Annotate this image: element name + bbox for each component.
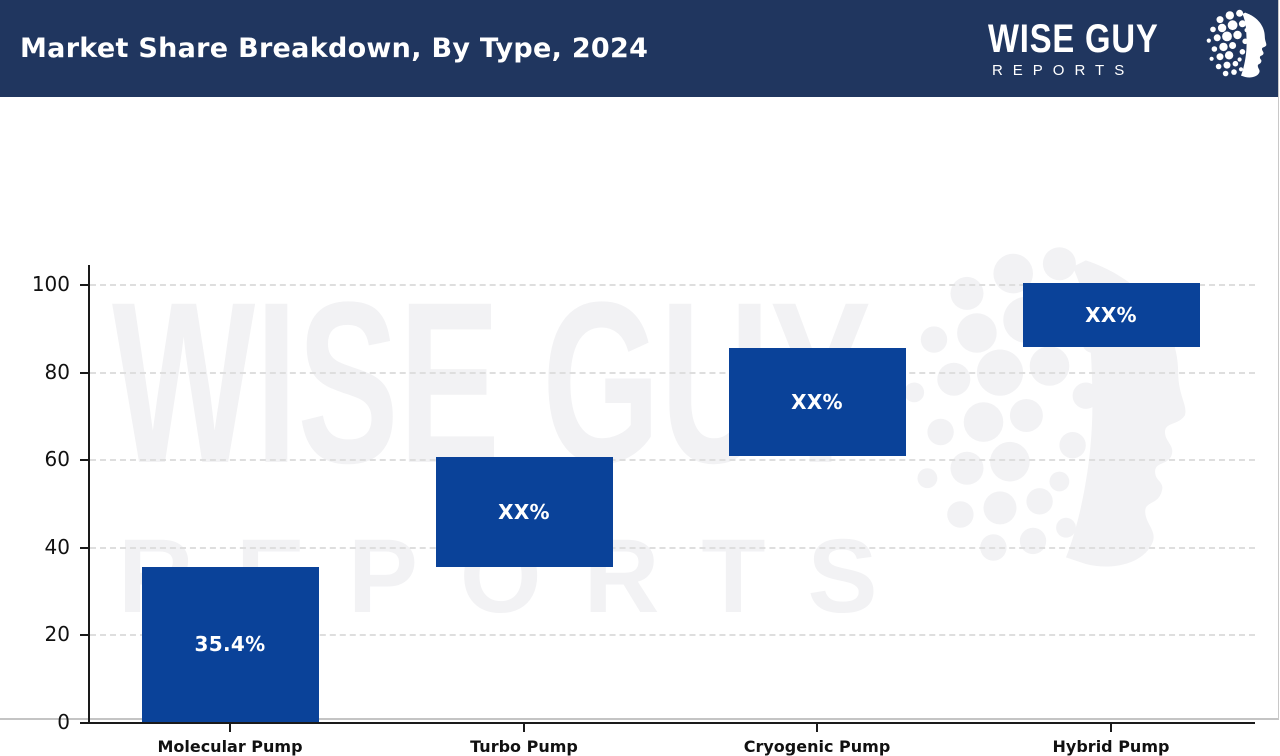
gridline-y40 [90, 546, 1255, 549]
gridline-y100 [90, 284, 1255, 286]
x-tick-mark-2 [523, 724, 525, 732]
x-axis-line [88, 722, 1255, 724]
bar-value-label: 35.4% [194, 632, 266, 657]
y-tick-mark-40 [80, 546, 88, 549]
x-tick-mark-4 [1110, 724, 1112, 732]
header-bar: Market Share Breakdown, By Type, 2024 WI… [0, 0, 1278, 97]
y-tick-label-80: 80 [44, 359, 70, 384]
x-category-label-turbo-pump: Turbo Pump [470, 737, 578, 756]
gridline-y20 [90, 634, 1255, 637]
y-tick-mark-60 [80, 459, 88, 462]
gridline-y80 [90, 371, 1255, 374]
bar-cryogenic-pump: XX% [728, 347, 906, 456]
bar-molecular-pump: 35.4% [141, 566, 319, 722]
logo-head-icon [1206, 9, 1267, 78]
x-category-label-cryogenic-pump: Cryogenic Pump [743, 737, 891, 756]
y-tick-label-0: 0 [57, 710, 70, 734]
y-tick-label-60: 60 [44, 447, 70, 472]
y-tick-label-100: 100 [31, 272, 70, 296]
x-tick-mark-1 [229, 724, 231, 732]
bar-value-label: XX% [791, 389, 843, 414]
y-tick-mark-0 [80, 722, 88, 724]
bar-turbo-pump: XX% [435, 457, 613, 567]
logo-sub-text: REPORTS [991, 62, 1135, 79]
y-tick-mark-100 [80, 284, 88, 286]
bar-value-label: XX% [498, 500, 550, 525]
x-tick-mark-3 [816, 724, 818, 732]
logo-text: WISE GUY REPORTS [988, 19, 1196, 78]
y-tick-mark-20 [80, 634, 88, 637]
y-tick-mark-80 [80, 371, 88, 374]
x-category-label-hybrid-pump: Hybrid Pump [1052, 737, 1170, 756]
y-tick-label-40: 40 [44, 534, 70, 559]
chart-plot-area: 35.4% XX% XX% XX% 0 20 40 60 80 100 Molecular Pum… [0, 97, 1280, 756]
wise-guy-reports-logo: WISE GUY REPORTS [988, 7, 1278, 91]
logo-brand-text: WISE GUY [987, 17, 1159, 61]
bar-hybrid-pump: XX% [1022, 283, 1200, 348]
y-tick-label-20: 20 [44, 622, 70, 647]
bar-value-label: XX% [1085, 303, 1137, 328]
y-axis-line [88, 265, 90, 724]
x-category-label-molecular-pump: Molecular Pump [157, 737, 303, 756]
chart-title: Market Share Breakdown, By Type, 2024 [20, 33, 649, 64]
gridline-y60 [90, 459, 1255, 462]
